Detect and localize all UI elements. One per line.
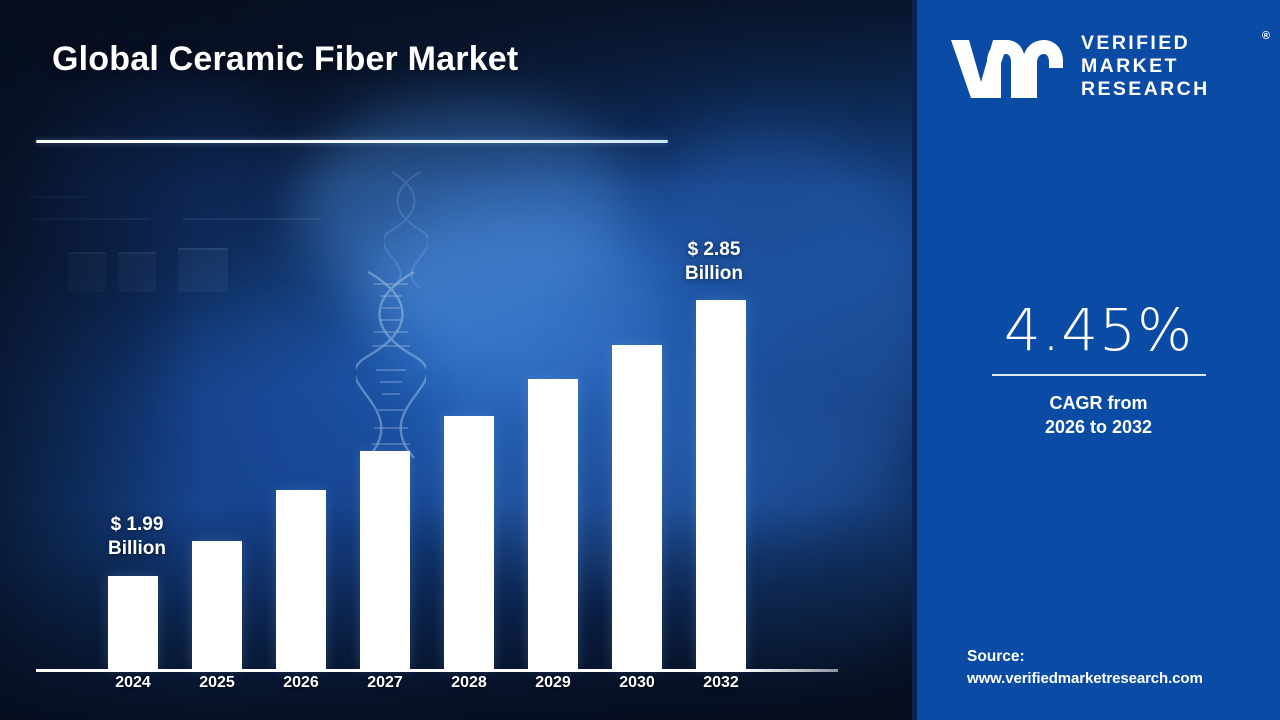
brand-logo-line3: RESEARCH [1081,78,1210,100]
bar-2030[interactable] [612,345,662,669]
x-axis-label-2029: 2029 [535,674,571,691]
x-axis-line [36,669,838,672]
bar-value-label-first: $ 1.99 Billion [77,513,197,561]
x-axis-label-2027: 2027 [367,674,403,691]
page-title: Global Ceramic Fiber Market [52,40,519,78]
bar-value-label-last: $ 2.85 Billion [654,238,774,286]
bar-value-label-last-unit: Billion [684,262,744,284]
brand-logo-line2: MARKET [1081,55,1179,77]
x-axis-label-2024: 2024 [115,674,151,691]
source-url[interactable]: www.verifiedmarketresearch.com [967,670,1203,688]
x-axis-label-2032: 2032 [703,674,739,691]
bar-2029[interactable] [528,379,578,669]
title-divider [36,140,668,143]
brand-logo-text: VERIFIED MARKET RESEARCH ® [1081,30,1270,101]
brand-logo[interactable]: VERIFIED MARKET RESEARCH ® [947,28,1270,116]
bar-2025[interactable] [192,541,242,669]
chart-panel: Global Ceramic Fiber Market $ 1.99 Billi… [0,0,917,720]
bar-2032[interactable] [696,300,746,669]
x-axis-label-2025: 2025 [199,674,235,691]
bar-2024[interactable] [108,576,158,669]
bar-value-label-last-amount: $ 2.85 [687,239,741,260]
bar-2027[interactable] [360,451,410,669]
bar-2028[interactable] [444,416,494,669]
vmr-logo-icon [951,40,1063,98]
cagr-caption: CAGR from 2026 to 2032 [917,391,1280,440]
bar-value-label-first-unit: Billion [107,537,167,559]
cagr-divider [992,374,1206,376]
registered-trademark-icon: ® [1261,30,1270,42]
x-axis-label-2030: 2030 [619,674,655,691]
x-axis-label-2028: 2028 [451,674,487,691]
bar-2026[interactable] [276,490,326,669]
info-panel: VERIFIED MARKET RESEARCH ® 4.45% CAGR fr… [917,0,1280,720]
source-label: Source: [967,648,1025,665]
cagr-caption-line1: CAGR from [1049,393,1148,413]
cagr-value: 4.45% [1003,296,1194,364]
cagr-caption-line2: 2026 to 2032 [1044,417,1153,438]
bar-chart: $ 1.99 Billion $ 2.85 Billion 2024 2025 … [36,238,838,691]
source-block: Source: www.verifiedmarketresearch.com [967,645,1267,691]
bar-value-label-first-amount: $ 1.99 [110,514,164,535]
brand-logo-line1: VERIFIED [1081,32,1191,54]
panel-divider [912,0,920,720]
x-axis-label-2026: 2026 [283,674,319,691]
